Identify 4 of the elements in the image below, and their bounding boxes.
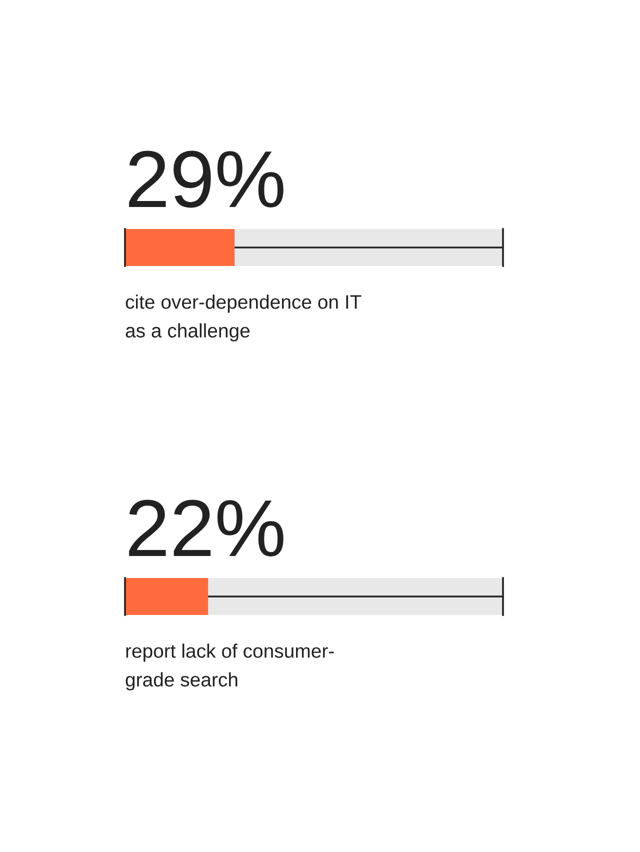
text: cite over-dependence on IT as a challenge	[126, 294, 362, 342]
data-label: 22%	[129, 500, 284, 556]
text: report lack of consumer- grade search	[126, 644, 334, 690]
data-label: 29%	[129, 150, 284, 208]
